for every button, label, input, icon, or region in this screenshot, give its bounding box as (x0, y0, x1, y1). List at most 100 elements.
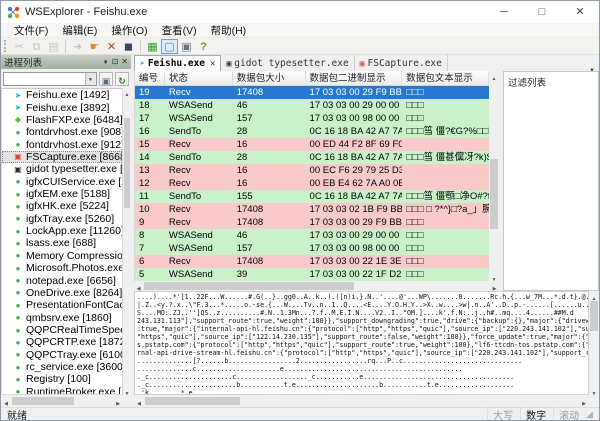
scroll-up-icon[interactable] (489, 71, 499, 80)
process-item[interactable]: ● RuntimeBroker.exe [104 (2, 386, 122, 394)
table-row[interactable]: 16 SendTo 28 0C 16 18 BA 42 A7 7A 83 74 D..… (135, 125, 489, 138)
scrollbar-thumb[interactable] (490, 159, 498, 229)
table-row[interactable]: 17 WSASend 157 17 03 03 00 98 00 00 00 00 0… (135, 112, 489, 125)
scroll-right-icon[interactable] (490, 281, 499, 291)
scroll-right-icon[interactable] (113, 395, 123, 407)
process-item[interactable]: ● fontdrvhost.exe [908] (2, 126, 122, 138)
column-header-1[interactable]: 状态 (165, 71, 233, 85)
process-item[interactable]: ➤ Feishu.exe [3892] (2, 101, 122, 114)
table-row[interactable]: 15 Recv 16 00 ED 44 F2 8F 69 F0 52 DD 08... (135, 138, 489, 151)
go-arrow-button[interactable]: ➜ (69, 39, 86, 54)
table-row[interactable]: 19 Recv 17408 17 03 03 00 29 F9 BB A6 03 2A… (135, 86, 489, 99)
clear-button[interactable]: ✕ (103, 39, 120, 54)
packet-view-toggle-button[interactable]: ▢ (161, 38, 178, 54)
process-item[interactable]: ● QQPCTray.exe [6100] (2, 349, 122, 361)
menu-item-文件(F)[interactable]: 文件(F) (14, 24, 49, 37)
table-row[interactable]: 14 SendTo 28 0C 16 18 BA 42 A7 7A 83 74 D..… (135, 151, 489, 164)
scroll-up-icon[interactable] (123, 88, 131, 96)
process-item[interactable]: ● QQPCRealTimeSpeedup (2, 324, 122, 336)
process-list-toggle-button[interactable]: ▦ (144, 39, 161, 54)
menu-item-操作(O)[interactable]: 操作(O) (111, 24, 148, 37)
paste-button[interactable]: ▤ (45, 39, 62, 54)
scroll-up-icon[interactable] (589, 291, 599, 300)
process-item[interactable]: ● igfxCUIService.exe [2540 (2, 176, 122, 188)
table-row[interactable]: 13 Recv 16 00 EC F6 29 79 25 D3 5D B0 0... (135, 164, 489, 177)
process-list-horizontal-scrollbar[interactable] (1, 395, 123, 407)
process-item[interactable]: ● QQPCRTP.exe [1872] (2, 336, 122, 348)
process-item[interactable]: ● Registry [100] (2, 373, 122, 385)
table-row[interactable]: 18 WSASend 46 17 03 03 00 29 00 00 00 00 00… (135, 99, 489, 112)
scroll-down-icon[interactable] (489, 272, 499, 281)
scrollbar-thumb[interactable] (124, 118, 130, 208)
column-header-2[interactable]: 数据包大小 (233, 71, 306, 85)
table-row[interactable]: 8 WSASend 46 17 03 03 00 29 00 00 00 00 00.… (135, 229, 489, 242)
chevron-down-icon[interactable] (85, 72, 96, 85)
open-process-button[interactable] (99, 71, 113, 86)
column-header-3[interactable]: 数据包二进制显示 (306, 71, 403, 85)
table-row[interactable]: 9 Recv 17408 17 03 03 00 29 F9 BB A6 03 2A.… (135, 216, 489, 229)
scrollbar-thumb[interactable] (144, 282, 354, 290)
help-button[interactable]: ? (195, 39, 212, 54)
process-item[interactable]: ● rc_service.exe [3600] (2, 361, 122, 373)
panel-menu-icon[interactable] (103, 55, 109, 70)
filter-list-panel[interactable]: 过滤列表 (503, 71, 599, 291)
tab-Feishu.exe[interactable]: ➤ Feishu.exe ✕ (134, 55, 222, 71)
packet-table-vertical-scrollbar[interactable] (489, 71, 499, 281)
tab-close-icon[interactable]: ✕ (210, 58, 216, 69)
windows-cascade-button[interactable]: ▣ (178, 39, 195, 54)
process-item[interactable]: ◆ FlashFXP.exe [6484] (2, 114, 122, 126)
process-item[interactable]: ▣ gidot typesetter.exe [38 (2, 163, 122, 175)
process-item[interactable]: ● igfxHK.exe [5224] (2, 200, 122, 212)
process-list-vertical-scrollbar[interactable] (123, 88, 131, 395)
table-row[interactable]: 12 Recv 16 00 EB E4 62 7A A0 0B D0 6B 1... (135, 177, 489, 190)
menu-item-帮助(H)[interactable]: 帮助(H) (210, 24, 247, 37)
process-item[interactable]: ● PresentationFontCache.e (2, 299, 122, 311)
save-button[interactable]: ◼ (120, 39, 137, 54)
process-item[interactable]: ▣ FSCapture.exe [8668] (2, 150, 122, 164)
capture-hand-button[interactable]: ☛ (86, 39, 103, 54)
process-item[interactable]: ● Memory Compression [2 (2, 250, 122, 262)
table-row[interactable]: 10 Recv 17408 17 03 03 02 1B F9 BB A6 03 2.… (135, 203, 489, 216)
process-item[interactable]: ● LockApp.exe [11260] (2, 225, 122, 237)
process-item[interactable]: ● qmbsrv.exe [1860] (2, 311, 122, 324)
panel-close-icon[interactable] (121, 55, 128, 70)
panel-splitter[interactable] (131, 55, 134, 407)
close-button[interactable]: ✕ (575, 6, 585, 18)
process-item[interactable]: ● fontdrvhost.exe [912] (2, 138, 122, 151)
scroll-left-icon[interactable] (134, 281, 143, 291)
process-item[interactable]: ● lsass.exe [688] (2, 237, 122, 249)
table-row[interactable]: 6 Recv 17408 17 03 03 00 22 1E 3E D2 1A F7.… (135, 255, 489, 268)
process-item[interactable]: ● Microsoft.Photos.exe [13 (2, 262, 122, 274)
dump-vertical-scrollbar[interactable] (589, 291, 599, 395)
pin-icon[interactable] (112, 55, 119, 70)
dump-horizontal-scrollbar[interactable] (134, 395, 589, 407)
maximize-button[interactable]: □ (538, 6, 546, 18)
scroll-right-icon[interactable] (579, 395, 589, 407)
cut-button[interactable]: ✂ (11, 39, 28, 54)
table-row[interactable]: 5 WSASend 39 17 03 03 00 22 1F D2 CD CF 2..… (135, 268, 489, 281)
process-item[interactable]: ● notepad.exe [6656] (2, 274, 122, 287)
tab-FSCapture.exe[interactable]: ▣ FSCapture.exe (355, 55, 448, 71)
menu-item-编辑(E)[interactable]: 编辑(E) (62, 24, 98, 37)
process-item[interactable]: ➤ Feishu.exe [1492] (2, 89, 122, 101)
toolbar-grip[interactable] (4, 40, 8, 52)
process-item[interactable]: ● igfxTray.exe [5260] (2, 213, 122, 225)
column-header-4[interactable]: 数据包文本显示 (402, 71, 489, 85)
table-row[interactable]: 7 WSASend 157 17 03 03 00 98 00 00 00 00 00… (135, 242, 489, 255)
refresh-button[interactable] (115, 71, 129, 86)
scroll-left-icon[interactable] (1, 395, 11, 407)
tab-gidot typesetter.exe[interactable]: ▣ gidot typesetter.exe (221, 55, 355, 71)
process-item[interactable]: ● OneDrive.exe [8264] (2, 287, 122, 299)
table-row[interactable]: 11 SendTo 155 0C 16 18 BA 42 A7 7A 83 74 D.… (135, 190, 489, 203)
column-header-0[interactable]: 编号 (135, 71, 165, 85)
scrollbar-thumb[interactable] (145, 397, 240, 405)
process-item[interactable]: ● igfxEM.exe [5188] (2, 188, 122, 200)
resize-grip[interactable]: ◢ (586, 408, 593, 419)
copy-button[interactable]: ⧉ (28, 39, 45, 54)
scroll-left-icon[interactable] (134, 395, 144, 407)
scrollbar-thumb[interactable] (590, 301, 598, 331)
packet-table-horizontal-scrollbar[interactable] (134, 281, 499, 291)
minimize-button[interactable]: ─ (500, 6, 508, 18)
scroll-down-icon[interactable] (123, 387, 131, 395)
menu-item-查看(V)[interactable]: 查看(V) (161, 24, 197, 37)
